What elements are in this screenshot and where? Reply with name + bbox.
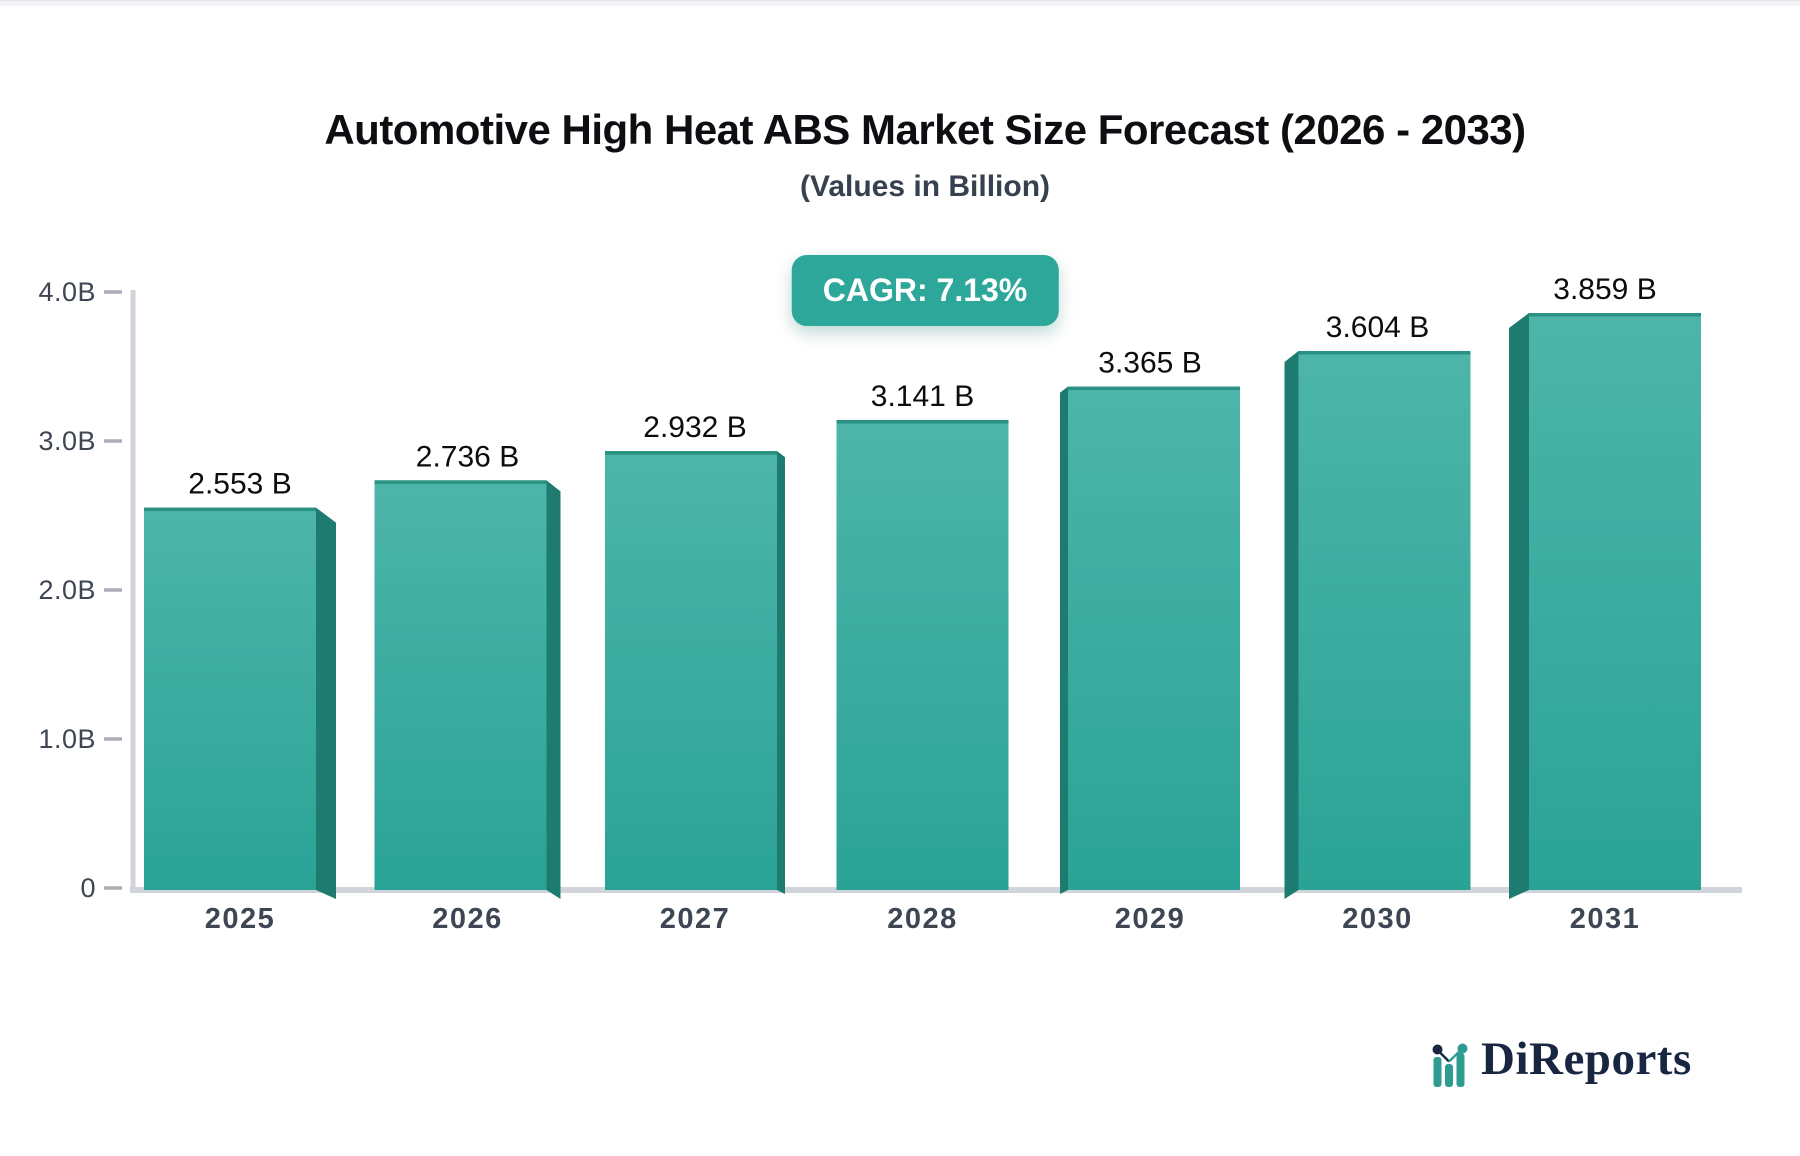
cagr-badge-label: CAGR: 7.13% xyxy=(822,272,1028,308)
x-tick-label-2027: 2027 xyxy=(660,903,731,935)
y-tick-label-0: 0 xyxy=(80,873,96,903)
bar-top-edge-2028 xyxy=(836,419,1009,424)
bar-value-label-2027: 2.932 B xyxy=(643,411,746,444)
x-tick-label-2026: 2026 xyxy=(432,903,503,935)
bar-top-edge-2025 xyxy=(144,507,316,512)
x-tick-label-2031: 2031 xyxy=(1570,903,1641,935)
bar-2030 xyxy=(1298,351,1471,890)
mini-bar-line-chart-icon xyxy=(1432,1043,1468,1087)
y-tick-label-3.0B: 3.0B xyxy=(38,426,96,456)
bar-2031 xyxy=(1529,313,1701,890)
chart-title: Automotive High Heat ABS Market Size For… xyxy=(324,106,1526,153)
bar-top-edge-2030 xyxy=(1298,351,1471,355)
bar-side-2025 xyxy=(316,507,336,899)
y-tick-label-1.0B: 1.0B xyxy=(38,724,96,754)
logo-text: DiReports xyxy=(1481,1033,1692,1085)
bar-side-2031 xyxy=(1509,313,1529,899)
bar-value-label-2026: 2.736 B xyxy=(416,440,519,473)
brand-logo: DiReports xyxy=(1432,1036,1692,1090)
bar-value-label-2028: 3.141 B xyxy=(871,380,974,413)
bar-value-label-2031: 3.859 B xyxy=(1553,273,1656,306)
bar-side-2026 xyxy=(546,480,561,899)
x-tick-label-2028: 2028 xyxy=(887,903,958,935)
x-tick-label-2025: 2025 xyxy=(205,903,276,935)
bar-top-edge-2031 xyxy=(1529,313,1701,317)
bar-top-edge-2027 xyxy=(605,451,777,455)
bar-value-label-2025: 2.553 B xyxy=(188,468,291,501)
y-tick-label-4.0B: 4.0B xyxy=(38,277,96,307)
chart-subtitle: (Values in Billion) xyxy=(799,170,1051,203)
bar-value-label-2030: 3.604 B xyxy=(1326,311,1429,344)
bar-value-label-2029: 3.365 B xyxy=(1098,347,1201,380)
bar-2028 xyxy=(836,419,1009,890)
bar-2029 xyxy=(1068,386,1240,890)
cagr-badge: CAGR: 7.13% xyxy=(791,255,1059,326)
bar-side-2027 xyxy=(777,451,785,894)
bar-2027 xyxy=(605,451,777,890)
bar-2025 xyxy=(144,507,316,890)
x-tick-label-2030: 2030 xyxy=(1342,903,1413,935)
top-border xyxy=(0,0,1800,6)
bar-side-2030 xyxy=(1284,351,1299,899)
x-tick-label-2029: 2029 xyxy=(1115,903,1186,935)
bar-side-2029 xyxy=(1060,386,1068,894)
bar-top-edge-2029 xyxy=(1068,386,1240,391)
bar-2026 xyxy=(374,480,547,890)
bar-top-edge-2026 xyxy=(374,480,547,484)
y-tick-label-2.0B: 2.0B xyxy=(38,575,96,605)
